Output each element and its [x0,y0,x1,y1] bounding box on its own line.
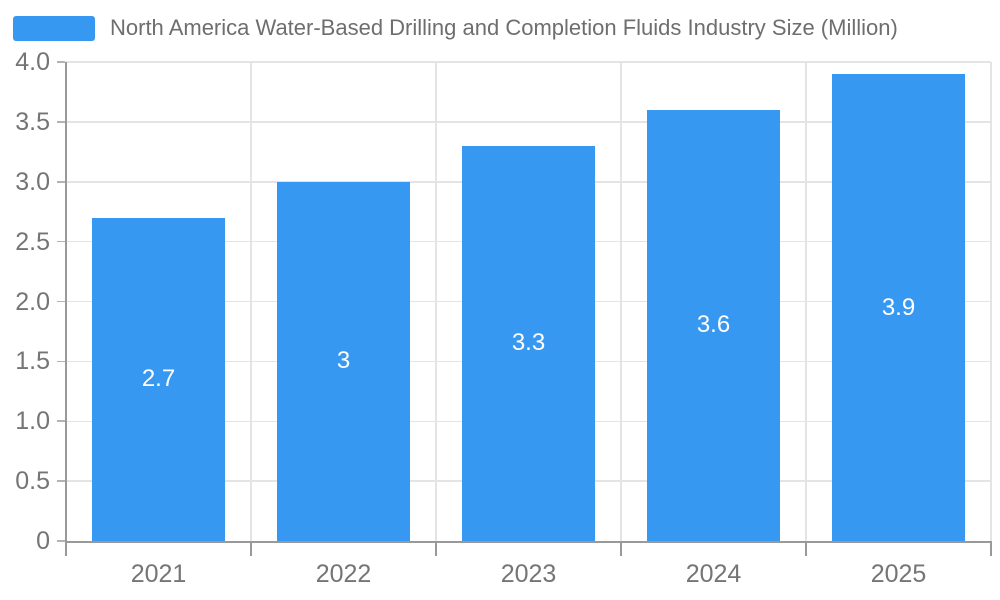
x-tick-label: 2022 [315,560,372,588]
y-tick-label: 3.0 [15,167,50,196]
bar-value-label: 3 [336,347,351,375]
legend-label: North America Water-Based Drilling and C… [110,15,898,40]
y-tick-label: 4.0 [15,48,50,76]
y-axis-line [65,62,67,556]
x-tick-label: 2021 [130,560,187,588]
x-axis-tick [805,541,807,556]
v-gridline [620,62,622,541]
x-axis-tick [620,541,622,556]
y-axis-tick [57,240,65,243]
y-axis-tick [57,300,65,303]
legend-swatch [13,15,95,41]
bar-2023[interactable]: 3.3 [462,145,595,541]
y-tick-label: 3.5 [15,107,50,136]
y-tick-label: 0 [36,527,50,555]
bar-value-label: 3.3 [511,329,546,357]
x-tick-label: 2025 [870,560,927,588]
bar-value-label: 3.9 [881,293,916,321]
y-axis-tick [57,420,65,423]
legend[interactable]: North America Water-Based Drilling and C… [13,15,898,41]
bar-value-label: 2.7 [141,365,176,393]
h-gridline [66,121,991,123]
y-axis-tick [57,360,65,363]
x-tick-label: 2024 [685,560,742,588]
x-axis-tick [65,541,67,556]
y-tick-label: 0.5 [15,467,50,496]
y-axis-tick [57,61,65,63]
v-gridline [805,62,807,541]
bar-2025[interactable]: 3.9 [832,74,965,541]
y-axis-tick [57,540,65,542]
v-gridline [990,62,992,541]
x-axis-tick [990,541,992,556]
x-tick-label: 2023 [500,560,557,588]
bar-2024[interactable]: 3.6 [647,109,780,541]
v-gridline [435,62,437,541]
x-axis-line [65,541,992,543]
x-axis-tick [250,541,252,556]
bar-2021[interactable]: 2.7 [92,217,225,541]
x-axis-tick [435,541,437,556]
bar-value-label: 3.6 [696,311,731,339]
y-axis-tick [57,180,65,183]
h-gridline [66,61,991,63]
y-tick-label: 2.5 [15,227,50,256]
y-axis-tick [57,121,65,123]
y-tick-label: 2.0 [15,287,50,316]
y-tick-label: 1.0 [15,407,50,436]
y-axis-tick [57,480,65,482]
v-gridline [250,62,252,541]
y-tick-label: 1.5 [15,347,50,376]
bar-2022[interactable]: 3 [277,181,410,542]
